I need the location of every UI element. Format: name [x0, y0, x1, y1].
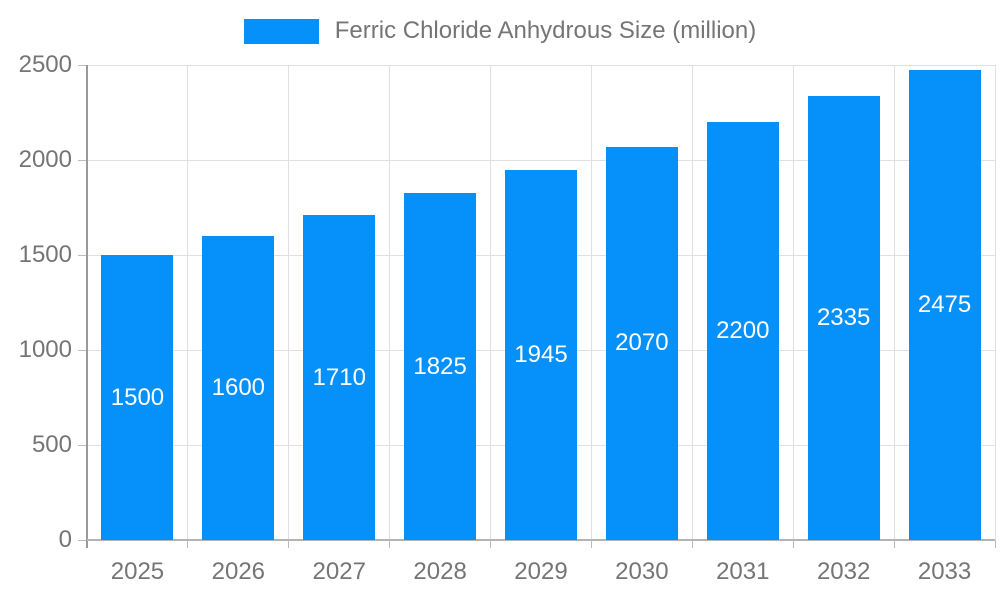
x-tick-label: 2025: [110, 558, 165, 585]
gridline-horizontal: [87, 64, 995, 66]
x-tick-label: 2032: [816, 558, 871, 585]
y-axis-line: [86, 65, 88, 548]
x-tick-label: 2026: [211, 558, 266, 585]
x-tick-label: 2028: [413, 558, 467, 585]
bar[interactable]: [202, 236, 275, 540]
x-axis-line: [87, 539, 995, 541]
gridline-vertical: [187, 65, 189, 540]
bar[interactable]: [706, 122, 779, 540]
bar[interactable]: [101, 255, 174, 540]
bar-value-label: 2335: [816, 304, 871, 332]
legend-label: Ferric Chloride Anhydrous Size (million): [334, 17, 757, 44]
gridline-vertical: [792, 65, 794, 540]
y-tick-label: 0: [58, 526, 72, 553]
x-tick-mark: [590, 540, 592, 548]
bar-value-label: 1825: [413, 352, 467, 380]
y-tick-mark: [78, 254, 86, 256]
bar-value-label: 2070: [615, 329, 669, 357]
bar[interactable]: [303, 215, 376, 540]
bar[interactable]: [807, 96, 880, 540]
gridline-vertical: [288, 65, 290, 540]
x-tick-label: 2033: [917, 558, 972, 585]
bar[interactable]: [505, 170, 577, 540]
gridline-vertical: [389, 65, 391, 540]
y-tick-mark: [78, 539, 86, 541]
x-tick-mark: [389, 540, 391, 548]
bar-value-label: 2475: [917, 290, 972, 318]
x-tick-label: 2030: [615, 558, 669, 585]
legend-swatch-icon: [243, 18, 319, 44]
x-tick-mark: [187, 540, 189, 548]
x-tick-mark: [994, 540, 996, 548]
x-tick-label: 2029: [514, 558, 568, 585]
y-tick-label: 2000: [18, 146, 72, 173]
gridline-vertical: [994, 65, 996, 540]
gridline-vertical: [490, 65, 492, 540]
bar[interactable]: [908, 69, 981, 540]
bar[interactable]: [404, 193, 477, 540]
gridline-vertical: [590, 65, 592, 540]
y-tick-mark: [78, 159, 86, 161]
y-tick-label: 1000: [18, 336, 72, 363]
y-tick-label: 500: [31, 431, 72, 458]
bar-value-label: 1600: [211, 374, 266, 401]
y-tick-mark: [78, 349, 86, 351]
y-tick-label: 2500: [18, 51, 72, 78]
x-tick-label: 2031: [716, 558, 770, 585]
bar[interactable]: [605, 146, 678, 540]
bar-value-label: 1710: [312, 363, 366, 391]
y-tick-mark: [78, 444, 86, 446]
chart-legend[interactable]: Ferric Chloride Anhydrous Size (million): [0, 17, 1000, 45]
bar-value-label: 1500: [110, 383, 165, 411]
x-tick-mark: [893, 540, 895, 548]
y-tick-label: 1500: [18, 241, 72, 268]
x-tick-mark: [490, 540, 492, 548]
x-tick-mark: [691, 540, 693, 548]
x-tick-mark: [792, 540, 794, 548]
bar-value-label: 2200: [716, 317, 770, 344]
gridline-horizontal: [87, 159, 995, 161]
gridline-vertical: [893, 65, 895, 540]
x-tick-label: 2027: [312, 558, 366, 585]
y-tick-mark: [78, 64, 86, 66]
x-tick-mark: [288, 540, 290, 548]
bar-value-label: 1945: [514, 341, 568, 369]
gridline-vertical: [691, 65, 693, 540]
